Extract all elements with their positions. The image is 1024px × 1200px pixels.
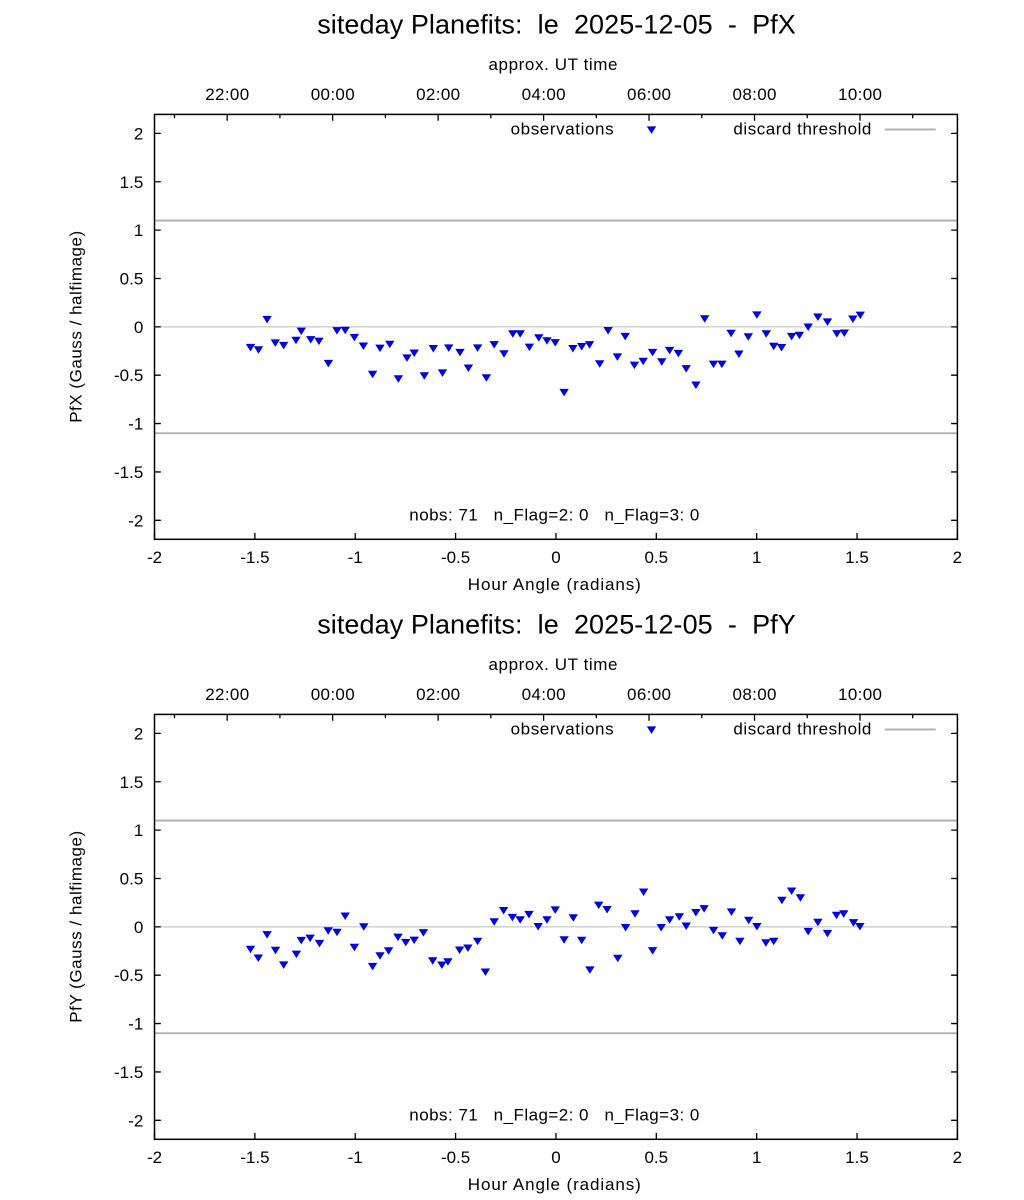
svg-text:0.5: 0.5 bbox=[120, 270, 144, 289]
svg-text:0: 0 bbox=[134, 918, 143, 937]
svg-text:04:00: 04:00 bbox=[522, 85, 566, 104]
svg-text:10:00: 10:00 bbox=[838, 85, 882, 104]
svg-text:22:00: 22:00 bbox=[205, 685, 249, 704]
svg-text:-1: -1 bbox=[348, 1148, 363, 1167]
svg-text:siteday Planefits: le 2025-1: siteday Planefits: le 2025-12-05 - PfY bbox=[317, 610, 796, 640]
svg-text:discard threshold: discard threshold bbox=[733, 720, 871, 739]
svg-text:2: 2 bbox=[953, 548, 962, 567]
svg-text:00:00: 00:00 bbox=[311, 685, 355, 704]
svg-text:0.5: 0.5 bbox=[644, 1148, 668, 1167]
svg-text:22:00: 22:00 bbox=[205, 85, 249, 104]
svg-text:discard threshold: discard threshold bbox=[733, 120, 871, 139]
svg-text:06:00: 06:00 bbox=[627, 85, 671, 104]
svg-text:08:00: 08:00 bbox=[733, 85, 777, 104]
svg-text:0: 0 bbox=[134, 318, 143, 337]
svg-text:0.5: 0.5 bbox=[644, 548, 668, 567]
svg-text:-1: -1 bbox=[128, 415, 143, 434]
svg-text:0: 0 bbox=[551, 548, 560, 567]
svg-text:Hour Angle (radians): Hour Angle (radians) bbox=[468, 1175, 641, 1194]
svg-text:approx. UT time: approx. UT time bbox=[489, 655, 618, 674]
svg-text:2: 2 bbox=[953, 1148, 962, 1167]
svg-text:PfX (Gauss / halfimage): PfX (Gauss / halfimage) bbox=[67, 231, 86, 423]
svg-text:0: 0 bbox=[551, 1148, 560, 1167]
svg-text:-1.5: -1.5 bbox=[240, 1148, 269, 1167]
svg-text:-0.5: -0.5 bbox=[441, 1148, 470, 1167]
svg-text:-1.5: -1.5 bbox=[114, 1063, 143, 1082]
svg-text:1.5: 1.5 bbox=[120, 173, 144, 192]
svg-text:04:00: 04:00 bbox=[522, 685, 566, 704]
svg-text:0.5: 0.5 bbox=[120, 870, 144, 889]
svg-text:-1.5: -1.5 bbox=[240, 548, 269, 567]
svg-text:-2: -2 bbox=[128, 1111, 143, 1130]
svg-text:-1: -1 bbox=[128, 1015, 143, 1034]
svg-text:2: 2 bbox=[134, 724, 143, 743]
svg-text:approx. UT time: approx. UT time bbox=[489, 55, 618, 74]
svg-text:observations: observations bbox=[511, 120, 614, 139]
svg-text:08:00: 08:00 bbox=[733, 685, 777, 704]
svg-text:-0.5: -0.5 bbox=[441, 548, 470, 567]
svg-text:02:00: 02:00 bbox=[416, 685, 460, 704]
svg-text:10:00: 10:00 bbox=[838, 685, 882, 704]
svg-text:-0.5: -0.5 bbox=[114, 966, 143, 985]
svg-text:1: 1 bbox=[752, 1148, 761, 1167]
svg-text:PfY (Gauss / halfimage): PfY (Gauss / halfimage) bbox=[67, 831, 86, 1023]
svg-text:nobs: 71 n_Flag=2: 0 n_Fla: nobs: 71 n_Flag=2: 0 n_Flag=3: 0 bbox=[409, 506, 699, 525]
svg-text:Hour Angle (radians): Hour Angle (radians) bbox=[468, 575, 641, 594]
svg-text:-1.5: -1.5 bbox=[114, 463, 143, 482]
svg-text:observations: observations bbox=[511, 720, 614, 739]
svg-text:-1: -1 bbox=[348, 548, 363, 567]
svg-text:06:00: 06:00 bbox=[627, 685, 671, 704]
svg-text:1.5: 1.5 bbox=[845, 548, 869, 567]
svg-text:-2: -2 bbox=[147, 548, 162, 567]
svg-text:1.5: 1.5 bbox=[120, 773, 144, 792]
svg-text:00:00: 00:00 bbox=[311, 85, 355, 104]
svg-text:-0.5: -0.5 bbox=[114, 366, 143, 385]
svg-text:2: 2 bbox=[134, 124, 143, 143]
svg-text:1.5: 1.5 bbox=[845, 1148, 869, 1167]
svg-text:1: 1 bbox=[752, 548, 761, 567]
svg-text:nobs: 71 n_Flag=2: 0 n_Fla: nobs: 71 n_Flag=2: 0 n_Flag=3: 0 bbox=[409, 1106, 699, 1125]
svg-text:-2: -2 bbox=[147, 1148, 162, 1167]
svg-text:-2: -2 bbox=[128, 511, 143, 530]
svg-text:1: 1 bbox=[134, 821, 143, 840]
svg-text:siteday Planefits: le 2025-1: siteday Planefits: le 2025-12-05 - PfX bbox=[317, 10, 796, 40]
svg-text:1: 1 bbox=[134, 221, 143, 240]
svg-text:02:00: 02:00 bbox=[416, 85, 460, 104]
